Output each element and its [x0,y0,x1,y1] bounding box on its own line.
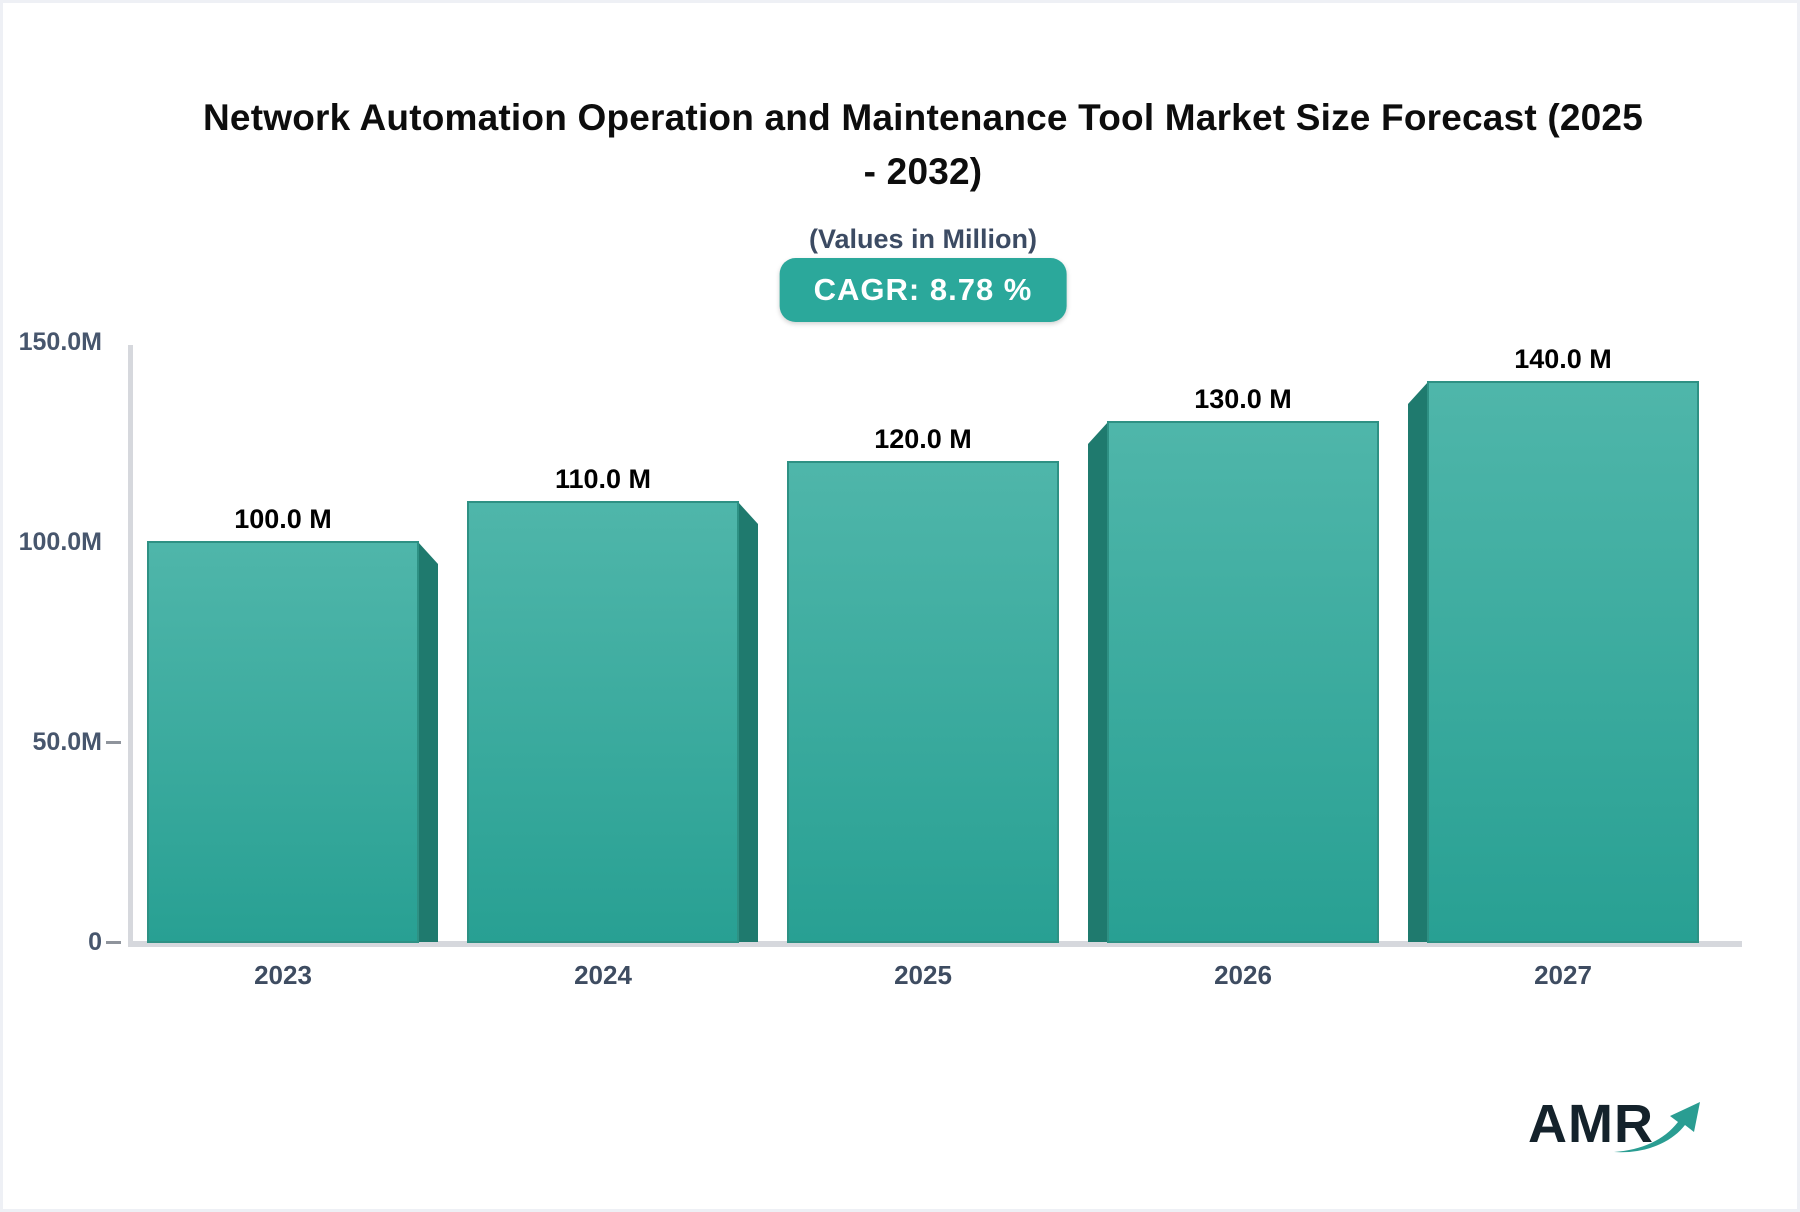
y-axis-line [128,345,133,947]
bar-value-label-2023: 100.0 M [234,504,332,534]
bar-2027 [1427,381,1699,943]
bar-side-2024 [738,502,758,942]
cagr-badge: CAGR: 8.78 % [779,258,1067,322]
x-axis-label-2026: 2026 [1214,960,1272,990]
bar-value-label-2027: 140.0 M [1514,344,1612,374]
bar-side-2023 [418,542,438,942]
bar-value-label-2024: 110.0 M [554,464,652,494]
y-axis-label-100.0M: 100.0M [18,528,102,556]
x-axis-line [128,941,1742,947]
bar-2024 [467,501,739,943]
bar-2023 [147,541,419,943]
bar-2025 [787,461,1059,943]
x-axis-label-2024: 2024 [574,960,632,990]
y-axis-label-0: 0 [88,928,102,956]
amr-logo-text: AMR [1528,1094,1654,1154]
page-title-line1: Network Automation Operation and Mainten… [203,97,1643,138]
page-title-line2: - 2032) [863,151,983,192]
page-title: Network Automation Operation and Mainten… [46,91,1800,199]
bar-side-2026 [1088,422,1108,942]
bar-value-label-2026: 130.0 M [1194,384,1292,414]
growth-arrow-icon [1614,1102,1700,1153]
bar-side-2027 [1408,382,1428,942]
x-axis-label-2027: 2027 [1534,960,1592,990]
bar-value-label-2025: 120.0 M [874,424,972,454]
x-axis-label-2023: 2023 [254,960,312,990]
x-axis-label-2025: 2025 [894,960,952,990]
bar-2026 [1107,421,1379,943]
y-axis-tick-50.0M [106,741,121,744]
y-axis-label-150.0M: 150.0M [18,328,102,356]
y-axis-label-50.0M: 50.0M [32,728,102,756]
amr-logo: AMR [1528,1094,1700,1154]
y-axis-tick-0 [106,941,121,944]
chart-subtitle: (Values in Million) [808,224,1038,254]
